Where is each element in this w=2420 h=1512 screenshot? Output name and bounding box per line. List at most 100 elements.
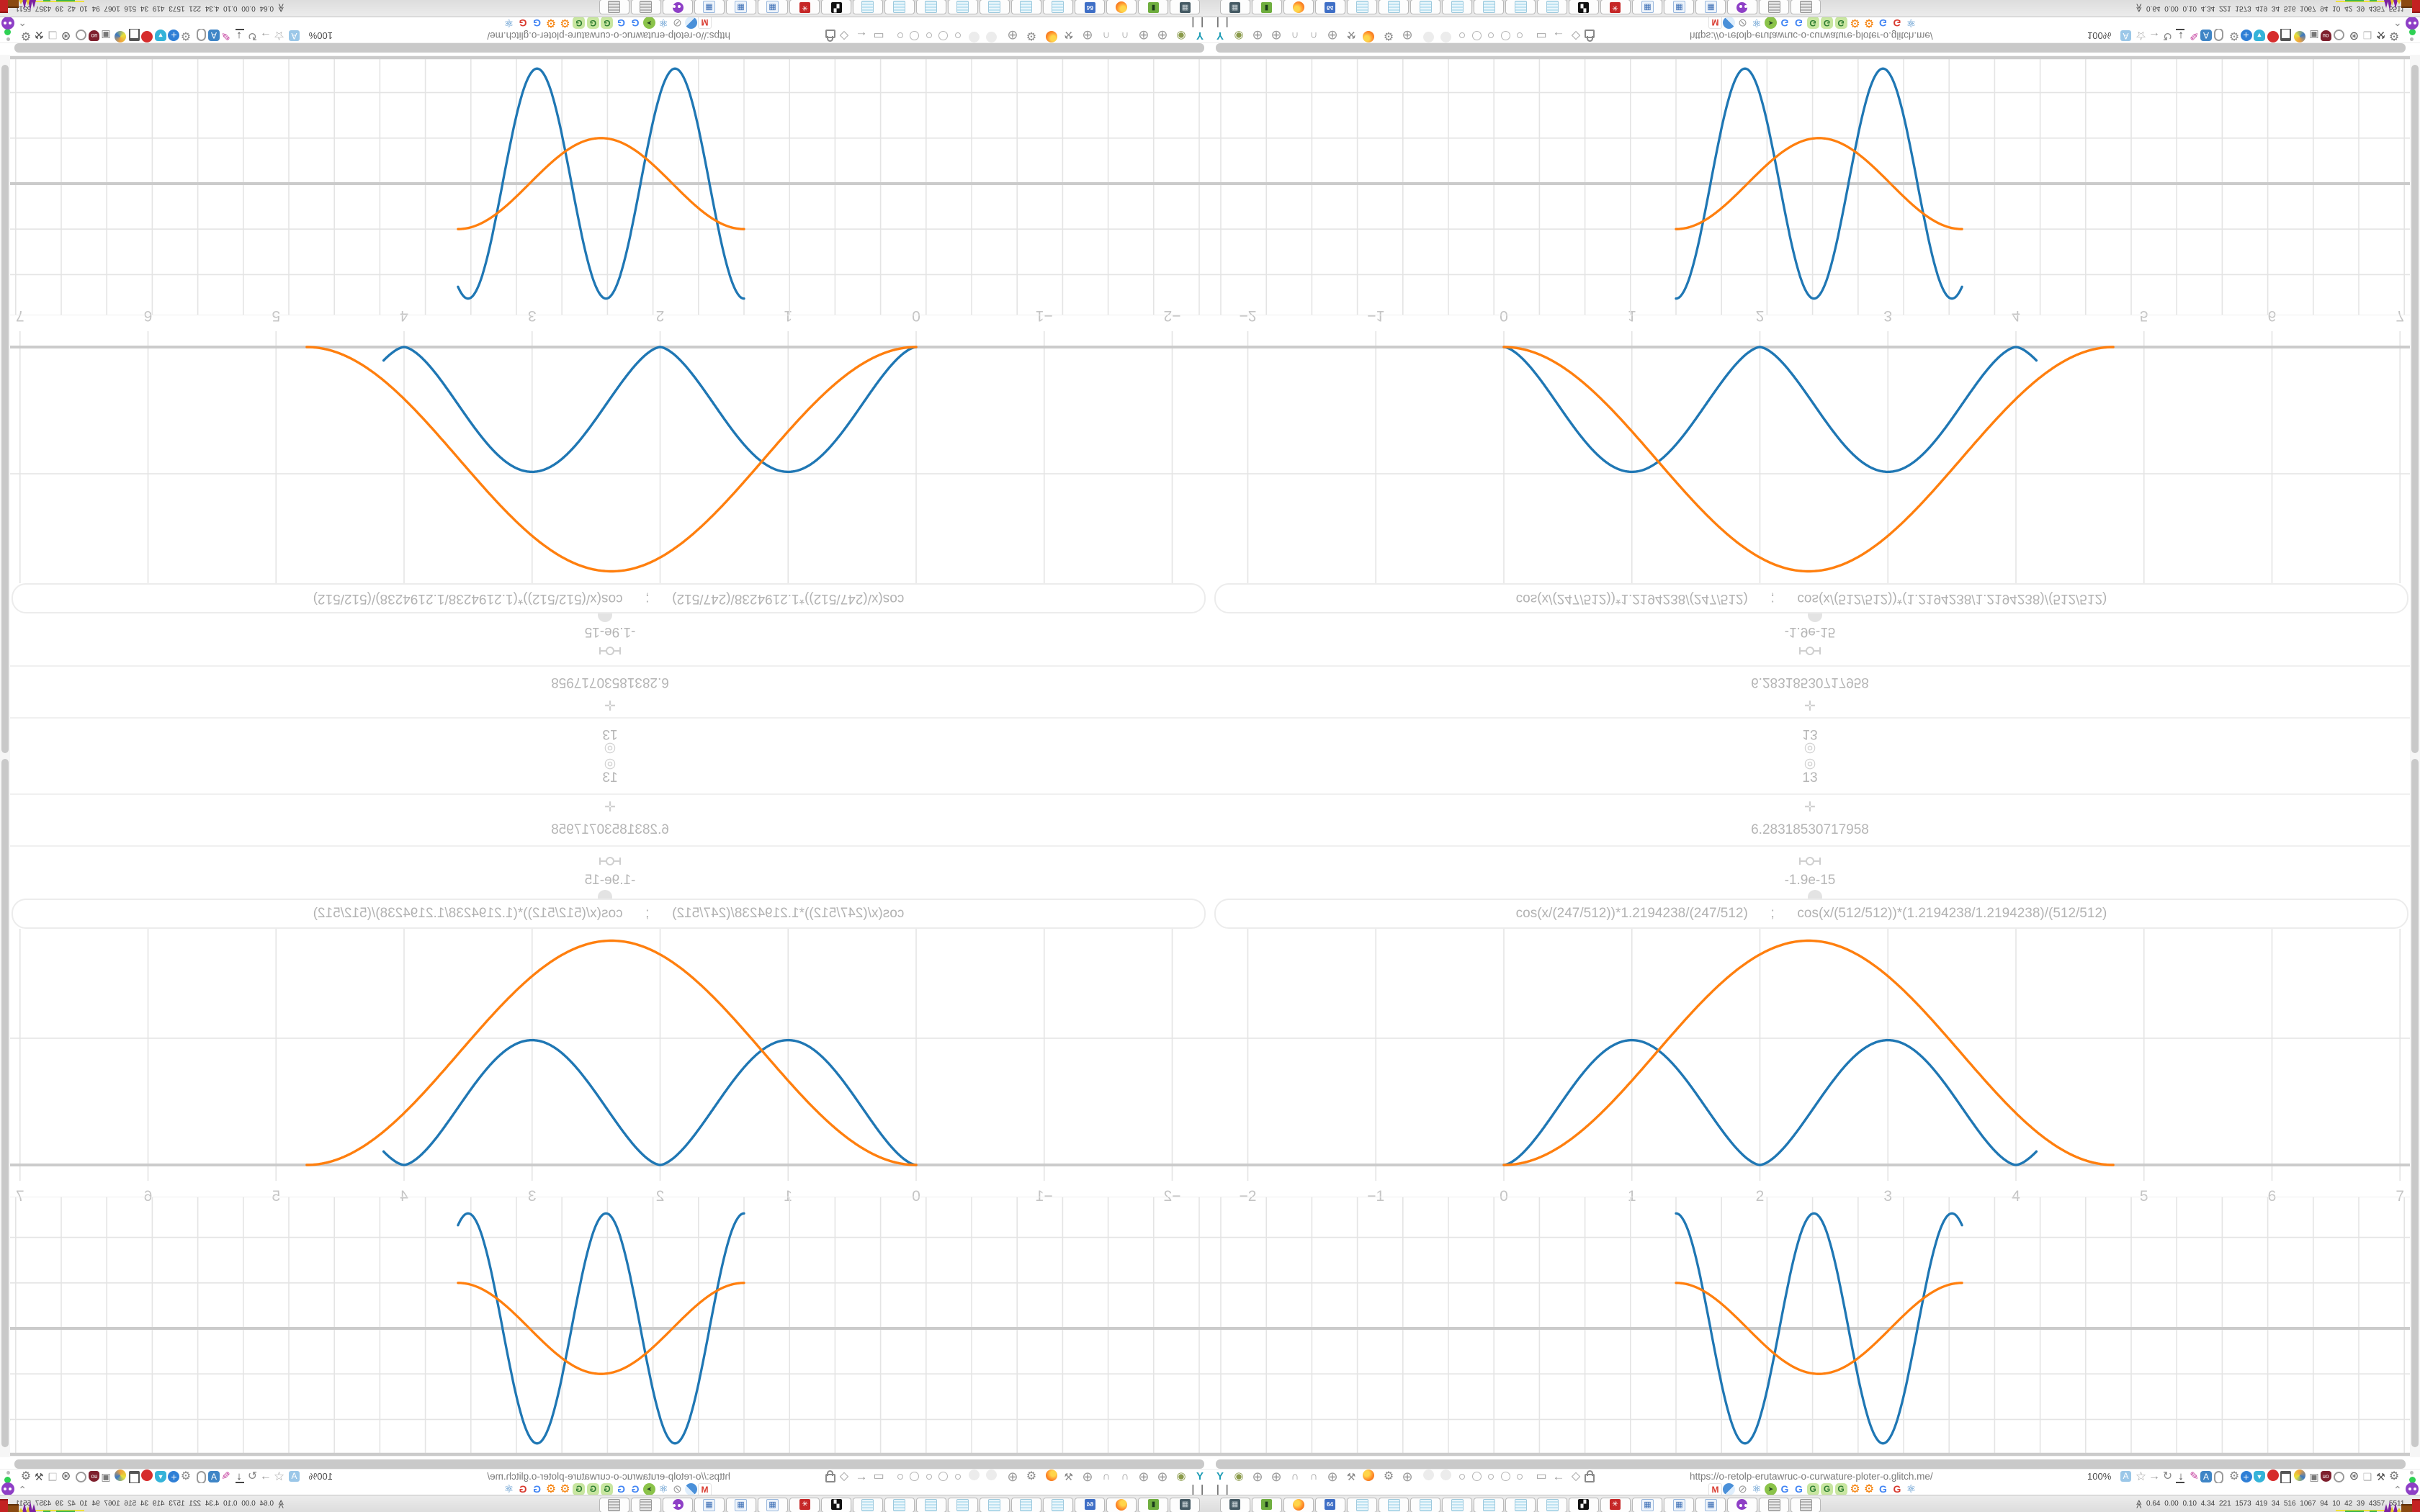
scroll-icon[interactable] xyxy=(1768,1499,1780,1511)
taskbar-button[interactable]: ▦ xyxy=(1632,1498,1662,1512)
arc-icon[interactable]: ∩ xyxy=(1102,1470,1111,1482)
control-value-3[interactable]: -1.9e-15 xyxy=(584,873,636,888)
muted-icon[interactable]: ⊘ xyxy=(673,17,682,29)
arc-icon[interactable]: ∩ xyxy=(1291,1470,1299,1482)
shield-teal-icon[interactable]: ▼ xyxy=(2254,1471,2265,1482)
calculator-icon[interactable]: ▦ xyxy=(766,1,779,13)
green-compass-icon[interactable]: ➤ xyxy=(643,17,655,29)
taskbar-button[interactable]: ▞ xyxy=(821,0,851,14)
ghost-icon[interactable] xyxy=(1440,1470,1451,1480)
back-arrow-icon[interactable]: ← xyxy=(1552,1470,1565,1483)
ring-small-icon[interactable] xyxy=(955,32,961,38)
firefox-icon[interactable] xyxy=(1116,1,1127,13)
mouse-icon[interactable] xyxy=(2213,1471,2223,1484)
olive-dot-icon[interactable]: ◉ xyxy=(1176,30,1186,42)
globe-icon[interactable]: ⊕ xyxy=(1138,1470,1150,1484)
target-icon[interactable]: ◎ xyxy=(1803,741,1816,756)
scroll-icon[interactable] xyxy=(1800,1499,1812,1511)
shield-teal-icon[interactable]: ▼ xyxy=(155,1471,166,1482)
notepad-icon[interactable] xyxy=(1483,1,1495,13)
taskbar-button[interactable] xyxy=(1410,1498,1440,1512)
globe-icon[interactable]: ⊕ xyxy=(1270,1470,1282,1484)
function-plot[interactable] xyxy=(10,55,1210,315)
notepad-icon[interactable] xyxy=(861,1499,874,1511)
taskbar-button[interactable]: ▞ xyxy=(1569,0,1599,14)
control-value-2[interactable]: 6.28318530717958 xyxy=(551,675,669,690)
ring-icon[interactable] xyxy=(1501,1472,1510,1481)
red-app-icon[interactable]: ✳ xyxy=(1610,1499,1621,1510)
taskbar-button[interactable] xyxy=(1759,0,1789,14)
globe-icon[interactable]: ⊕ xyxy=(1252,1470,1263,1484)
tray-chevrons-icon[interactable]: ≪ xyxy=(2134,3,2144,13)
floppy-icon[interactable]: 64 xyxy=(1325,1499,1335,1510)
download-icon[interactable]: ↓ xyxy=(2174,1470,2188,1484)
translate-badge-icon[interactable]: A xyxy=(289,1471,300,1482)
purple-avatar-icon[interactable] xyxy=(1,17,14,30)
chevron-up-icon[interactable]: ⌃ xyxy=(2393,1484,2402,1495)
taskbar-button[interactable] xyxy=(1283,1498,1314,1512)
taskbar-button[interactable] xyxy=(1537,0,1567,14)
gear-o-icon[interactable]: ⚙ xyxy=(2388,30,2400,42)
notepad-icon[interactable] xyxy=(1515,1,1527,13)
reload-icon[interactable]: ↻ xyxy=(2162,30,2173,42)
box-h-icon[interactable]: ▣ xyxy=(101,30,111,41)
vertical-scrollbar[interactable] xyxy=(0,55,10,756)
ring-small-icon[interactable] xyxy=(897,32,903,38)
globe-icon[interactable]: ⊕ xyxy=(1138,28,1150,42)
google-g-icon[interactable]: G xyxy=(1795,1483,1803,1495)
star-icon[interactable]: ☆ xyxy=(273,29,285,42)
monitor-icon[interactable]: ▦ xyxy=(1180,2,1191,13)
lock-icon[interactable] xyxy=(1585,30,1595,38)
gear-o-icon[interactable]: ⚙ xyxy=(20,30,32,42)
wrench-dark-icon[interactable]: ⚒ xyxy=(2376,30,2385,41)
arc-icon[interactable]: ∩ xyxy=(1102,30,1111,42)
notepad-icon[interactable] xyxy=(1020,1499,1032,1511)
control-value-1[interactable]: 13 xyxy=(1802,726,1818,742)
gear-icon[interactable]: ⚙ xyxy=(2228,30,2240,42)
dark-app-icon[interactable]: ▞ xyxy=(831,2,842,13)
calculator-icon[interactable]: ▦ xyxy=(1673,1499,1685,1511)
calculator-icon[interactable]: ▦ xyxy=(735,1499,747,1511)
trash-icon[interactable] xyxy=(2280,1471,2291,1484)
olive-dot-icon[interactable]: ◉ xyxy=(1176,1470,1186,1482)
taskbar-button[interactable] xyxy=(1474,0,1504,14)
muted-icon[interactable]: ⊘ xyxy=(673,1483,682,1495)
folder-icon[interactable]: ▭ xyxy=(873,1470,884,1482)
arrow-right-icon[interactable]: → xyxy=(2148,30,2160,42)
translate-blue-icon[interactable]: A xyxy=(2200,30,2212,41)
taskbar-button[interactable] xyxy=(1505,1498,1536,1512)
lock-icon[interactable] xyxy=(1585,1470,1595,1482)
vertical-scrollbar[interactable] xyxy=(0,756,10,1457)
mouse-icon[interactable] xyxy=(2213,28,2223,41)
zoom-level[interactable]: 100% xyxy=(308,1471,333,1482)
slider-icon[interactable] xyxy=(10,855,1210,868)
shield-icon[interactable]: ◇ xyxy=(1571,30,1581,42)
gear-icon[interactable]: ⚙ xyxy=(180,1470,192,1482)
notepad-icon[interactable] xyxy=(925,1,937,13)
marker-icon[interactable]: ✎ xyxy=(2190,30,2199,42)
atom-icon[interactable]: ⚛ xyxy=(503,17,514,29)
download-icon[interactable]: ↓ xyxy=(232,28,246,42)
mouse-icon[interactable] xyxy=(197,1471,207,1484)
shield-icon[interactable]: ◇ xyxy=(839,1470,849,1482)
globe-color-icon[interactable] xyxy=(115,1470,127,1481)
notepad-icon[interactable] xyxy=(925,1499,937,1511)
zoom-level[interactable]: 100% xyxy=(2087,30,2112,41)
globe-icon[interactable]: ⊕ xyxy=(1157,1470,1168,1484)
calculator-icon[interactable]: ▦ xyxy=(1705,1499,1717,1511)
notepad-icon[interactable] xyxy=(1020,1,1032,13)
calculator-icon[interactable]: ▦ xyxy=(1705,1,1717,13)
taskbar-button[interactable] xyxy=(884,0,915,14)
reload-icon[interactable]: ↻ xyxy=(247,30,258,42)
star-icon[interactable]: ☆ xyxy=(2135,29,2147,42)
globe-icon[interactable]: ⊕ xyxy=(1007,1470,1018,1484)
trash-icon[interactable] xyxy=(129,28,140,41)
shield-maroon-icon[interactable]: uo xyxy=(89,30,100,41)
taskbar-button[interactable] xyxy=(631,1498,661,1512)
ring-icon[interactable] xyxy=(1501,31,1510,40)
globe-color-icon[interactable] xyxy=(2293,1470,2305,1481)
red-app-icon[interactable]: ✳ xyxy=(1610,2,1621,13)
ghost-icon[interactable] xyxy=(1440,32,1451,42)
taskbar-button[interactable] xyxy=(1011,0,1041,14)
purple-avatar-icon[interactable] xyxy=(2406,17,2419,30)
